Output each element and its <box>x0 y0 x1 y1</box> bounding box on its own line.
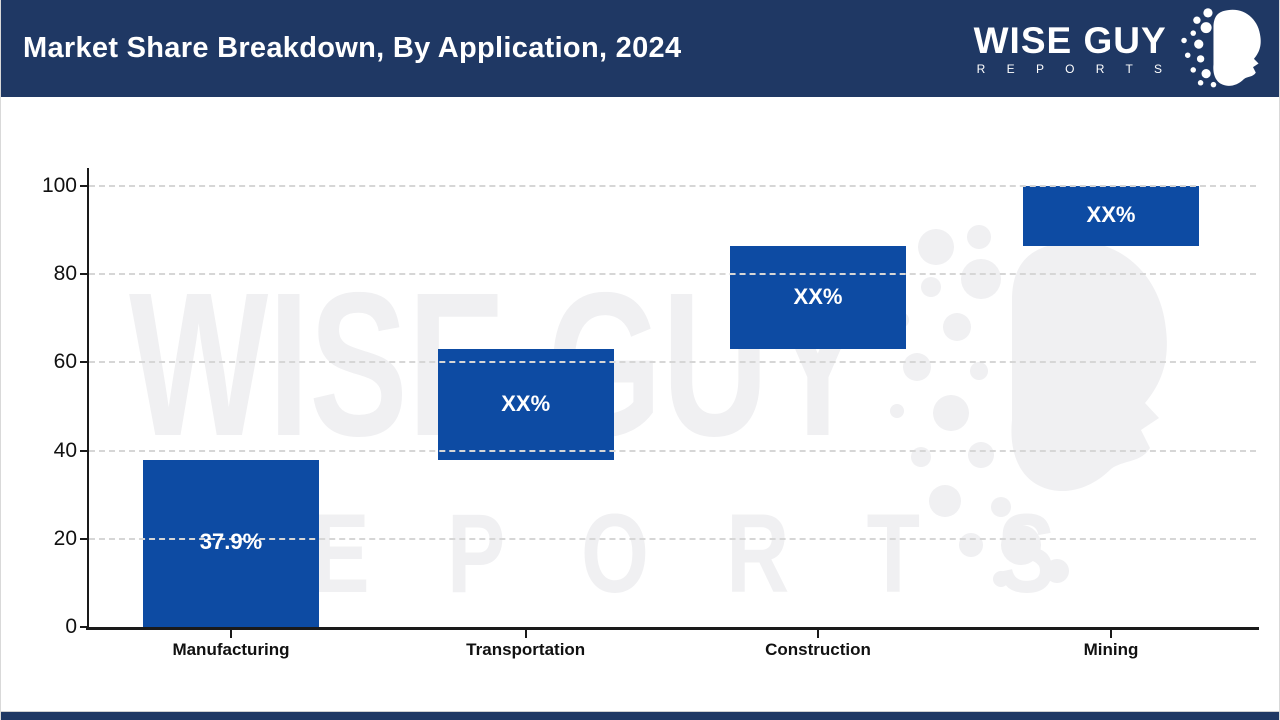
gridline-60 <box>89 361 1256 364</box>
y-axis-line <box>87 168 89 630</box>
y-tick-80 <box>80 273 88 276</box>
bar-label-transportation: XX% <box>501 390 551 416</box>
x-tick-manufacturing <box>230 630 232 638</box>
wise-guy-logo: WISE GUY R E P O R T S <box>974 3 1265 94</box>
y-tick-100 <box>80 185 88 187</box>
y-tick-0 <box>80 626 88 628</box>
bar-label-construction: XX% <box>793 283 843 309</box>
logo-face-icon <box>1173 3 1265 94</box>
y-tick-label-60: 60 <box>53 350 77 374</box>
y-tick-label-80: 80 <box>53 262 77 286</box>
gridline-20 <box>89 537 1256 540</box>
gridline-100 <box>89 185 1256 187</box>
watermark-face-icon <box>861 215 1181 600</box>
bar-label-manufacturing: 37.9% <box>199 529 263 555</box>
y-tick-20 <box>80 537 88 540</box>
bar-label-mining: XX% <box>1086 201 1136 227</box>
logo-subtitle: R E P O R T S <box>976 61 1171 76</box>
x-tick-label-manufacturing: Manufacturing <box>172 640 290 659</box>
x-tick-mining <box>1110 630 1112 638</box>
y-tick-40 <box>80 449 88 452</box>
bar-manufacturing <box>143 459 319 627</box>
x-tick-construction <box>817 630 819 638</box>
header-bar: Market Share Breakdown, By Application, … <box>1 0 1279 97</box>
y-tick-label-40: 40 <box>53 438 77 462</box>
footer-bar <box>1 711 1279 720</box>
logo-text: WISE GUY R E P O R T S <box>974 22 1171 76</box>
logo-wordmark: WISE GUY <box>973 19 1167 61</box>
y-tick-60 <box>80 361 88 364</box>
page-title: Market Share Breakdown, By Application, … <box>23 32 682 64</box>
gridline-40 <box>89 449 1256 452</box>
y-tick-label-100: 100 <box>41 174 77 197</box>
bar-construction <box>730 245 906 350</box>
gridline-80 <box>89 273 1256 276</box>
x-axis-line <box>86 627 1259 630</box>
y-tick-label-20: 20 <box>53 526 77 550</box>
bar-mining <box>1023 186 1199 246</box>
x-tick-label-construction: Construction <box>765 640 871 659</box>
x-tick-label-transportation: Transportation <box>466 640 586 659</box>
x-tick-label-mining: Mining <box>1083 640 1139 659</box>
y-tick-label-0: 0 <box>65 615 77 638</box>
x-tick-transportation <box>524 630 527 638</box>
bar-transportation <box>437 349 614 460</box>
